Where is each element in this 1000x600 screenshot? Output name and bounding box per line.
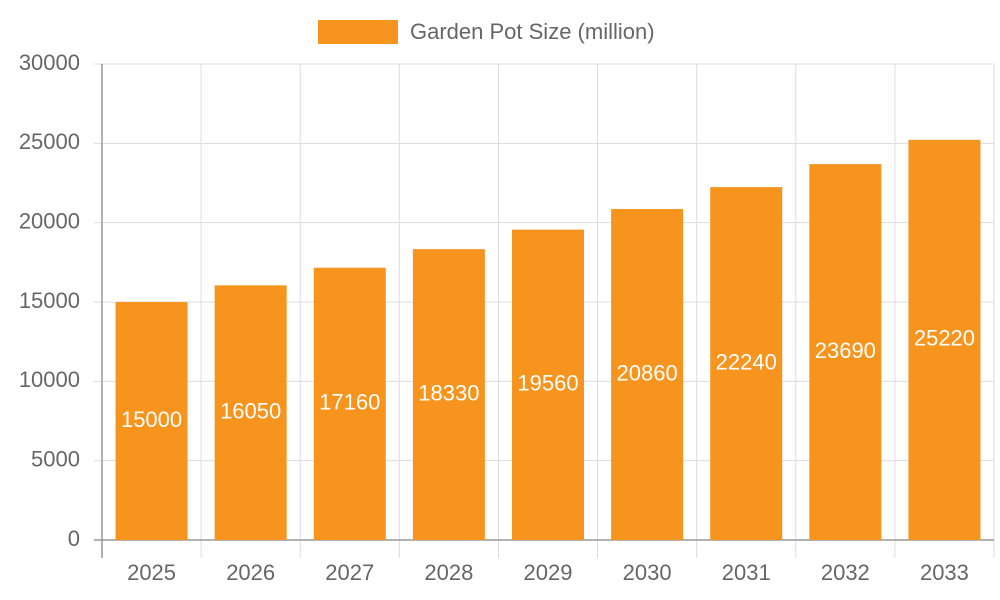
bar	[809, 164, 882, 541]
y-tick-label: 15000	[19, 288, 80, 313]
x-tick-label: 2029	[524, 560, 573, 585]
data-label: 19560	[517, 371, 578, 396]
x-tick-label: 2031	[722, 560, 771, 585]
x-tick-label: 2026	[226, 560, 275, 585]
legend-label: Garden Pot Size (million)	[410, 19, 655, 44]
x-tick-label: 2025	[127, 560, 176, 585]
y-tick-label: 10000	[19, 367, 80, 392]
y-tick-label: 20000	[19, 208, 80, 233]
bar	[214, 285, 287, 540]
data-label: 17160	[319, 390, 380, 415]
y-tick-label: 30000	[19, 50, 80, 75]
data-label: 15000	[121, 407, 182, 432]
y-tick-label: 0	[68, 526, 80, 551]
bar	[908, 139, 981, 541]
data-label: 16050	[220, 398, 281, 423]
x-tick-label: 2027	[325, 560, 374, 585]
data-label: 23690	[815, 338, 876, 363]
bar	[412, 249, 485, 540]
bar	[313, 267, 386, 540]
bar	[611, 209, 684, 540]
x-tick-label: 2032	[821, 560, 870, 585]
y-tick-label: 5000	[31, 446, 80, 471]
x-tick-label: 2030	[623, 560, 672, 585]
data-label: 25220	[914, 326, 975, 351]
bar	[512, 229, 584, 540]
x-tick-label: 2028	[424, 560, 473, 585]
x-tick-label: 2033	[920, 560, 969, 585]
bar	[710, 187, 783, 540]
data-label: 20860	[617, 360, 678, 385]
data-label: 18330	[418, 380, 479, 405]
y-tick-label: 25000	[19, 129, 80, 154]
legend-swatch	[318, 20, 398, 44]
bar	[115, 302, 188, 540]
data-label: 22240	[716, 349, 777, 374]
